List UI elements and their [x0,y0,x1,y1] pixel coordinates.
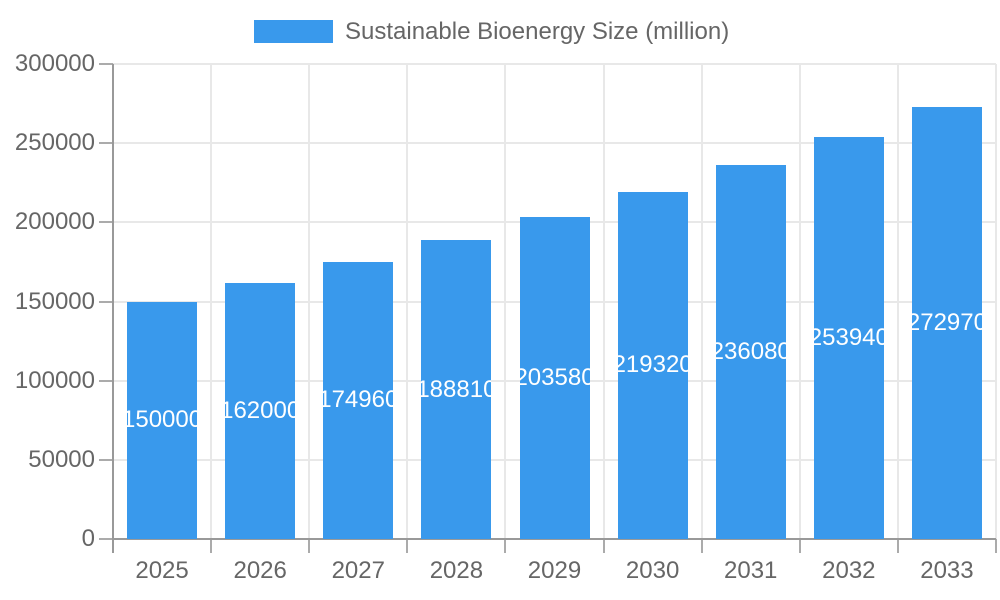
bar-value-label: 188810 [421,375,492,403]
y-axis-tick [99,300,113,303]
grid-line-vertical [896,64,899,539]
bar-2025[interactable]: 150000 [127,301,198,539]
bar-value-label: 150000 [127,406,198,434]
bar-2027[interactable]: 174960 [323,261,394,539]
x-axis-tick [504,539,507,553]
y-axis-tick [99,538,113,540]
y-tick-label: 0 [81,525,95,552]
y-tick-label: 150000 [14,287,95,315]
legend-label: Sustainable Bioenergy Size (million) [345,18,730,45]
x-tick-label: 2029 [527,557,582,584]
bar-2029[interactable]: 203580 [519,216,590,539]
grid-line-vertical [406,64,409,539]
bar-2033[interactable]: 272970 [911,106,982,539]
x-axis-tick [995,539,997,553]
x-tick-label: 2032 [822,557,876,584]
bar-2030[interactable]: 219320 [617,191,688,539]
y-axis-tick [99,458,113,461]
y-tick-label: 50000 [28,445,95,473]
bar-value-label: 162000 [225,396,296,424]
x-tick-label: 2026 [233,557,287,584]
grid-line-vertical [700,64,703,539]
x-tick-label: 2031 [724,557,778,584]
y-axis-tick [99,63,113,65]
bar-value-label: 203580 [519,363,590,391]
bar-2032[interactable]: 253940 [813,136,884,539]
y-axis-line [112,64,114,553]
y-tick-label: 300000 [14,50,95,77]
bar-value-label: 174960 [323,386,394,414]
x-axis-tick [308,539,311,553]
grid-line-horizontal [113,142,996,145]
x-axis-tick [700,539,703,553]
y-axis-tick [99,221,113,224]
x-tick-label: 2027 [331,557,385,584]
y-axis-tick [99,379,113,382]
bar-value-label: 272970 [911,308,982,336]
y-tick-label: 200000 [14,208,95,236]
grid-line-vertical [210,64,213,539]
bar-2028[interactable]: 188810 [421,240,492,539]
grid-line-vertical [798,64,801,539]
grid-line-vertical [602,64,605,539]
bar-2026[interactable]: 162000 [225,282,296,539]
x-tick-label: 2025 [135,557,189,584]
x-axis-line [113,538,996,540]
y-axis-tick [99,142,113,145]
x-tick-label: 2033 [920,557,974,584]
grid-line-vertical [504,64,507,539]
bar-2031[interactable]: 236080 [715,165,786,539]
bar-value-label: 219320 [617,351,688,379]
grid-line-horizontal [113,63,996,65]
x-tick-label: 2028 [429,557,484,584]
bar-value-label: 236080 [715,338,786,366]
x-axis-tick [210,539,213,553]
x-tick-label: 2030 [625,557,680,584]
x-axis-tick [798,539,801,553]
x-axis-tick [406,539,409,553]
bar-value-label: 253940 [813,323,884,351]
legend-swatch [254,20,333,43]
y-tick-label: 100000 [14,366,95,394]
x-axis-tick [896,539,899,553]
grid-line-vertical [308,64,311,539]
x-axis-tick [602,539,605,553]
grid-line-vertical [995,64,997,539]
y-tick-label: 250000 [14,129,95,157]
